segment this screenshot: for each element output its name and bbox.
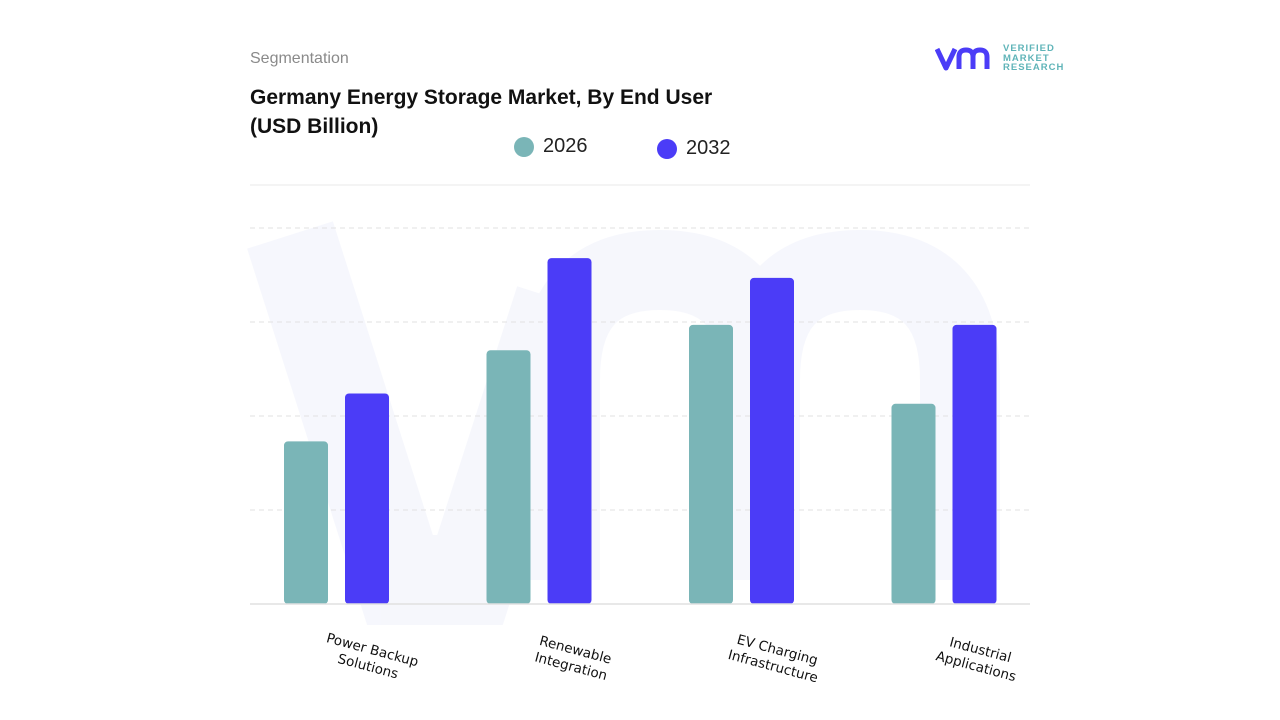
section-label: Segmentation: [250, 50, 349, 67]
chart-title-line1: Germany Energy Storage Market, By End Us…: [250, 86, 713, 109]
legend-label-2026: 2026: [543, 135, 588, 157]
watermark: [247, 221, 1000, 625]
logo-text-3: RESEARCH: [1003, 62, 1065, 73]
logo-text-1: VERIFIED: [1003, 43, 1055, 54]
chart-title: Germany Energy Storage Market, By End Us…: [250, 83, 770, 141]
logo-text-2: MARKET: [1003, 52, 1050, 64]
vmr-logo: VERIFIED MARKET RESEARCH: [935, 44, 1064, 73]
bar-2026-1: [486, 350, 531, 604]
legend-item-2032: 2032: [657, 137, 731, 160]
bar-2032-2: [750, 277, 794, 604]
bar-2026-3: [891, 403, 936, 604]
chart-title-line2: (USD Billion): [250, 115, 379, 138]
vmr-logo-mark-icon: [935, 47, 990, 71]
bar-2032-3: [952, 324, 997, 604]
bar-2032-0: [345, 393, 389, 604]
legend-swatch-2032: [657, 138, 677, 159]
bar-2032-1: [547, 258, 592, 604]
bar-2026-2: [689, 324, 733, 604]
legend-label-2032: 2032: [686, 137, 731, 159]
legend-swatch-2026: [514, 136, 534, 157]
bar-2026-0: [284, 441, 328, 604]
legend-item-2026: 2026: [514, 135, 588, 158]
